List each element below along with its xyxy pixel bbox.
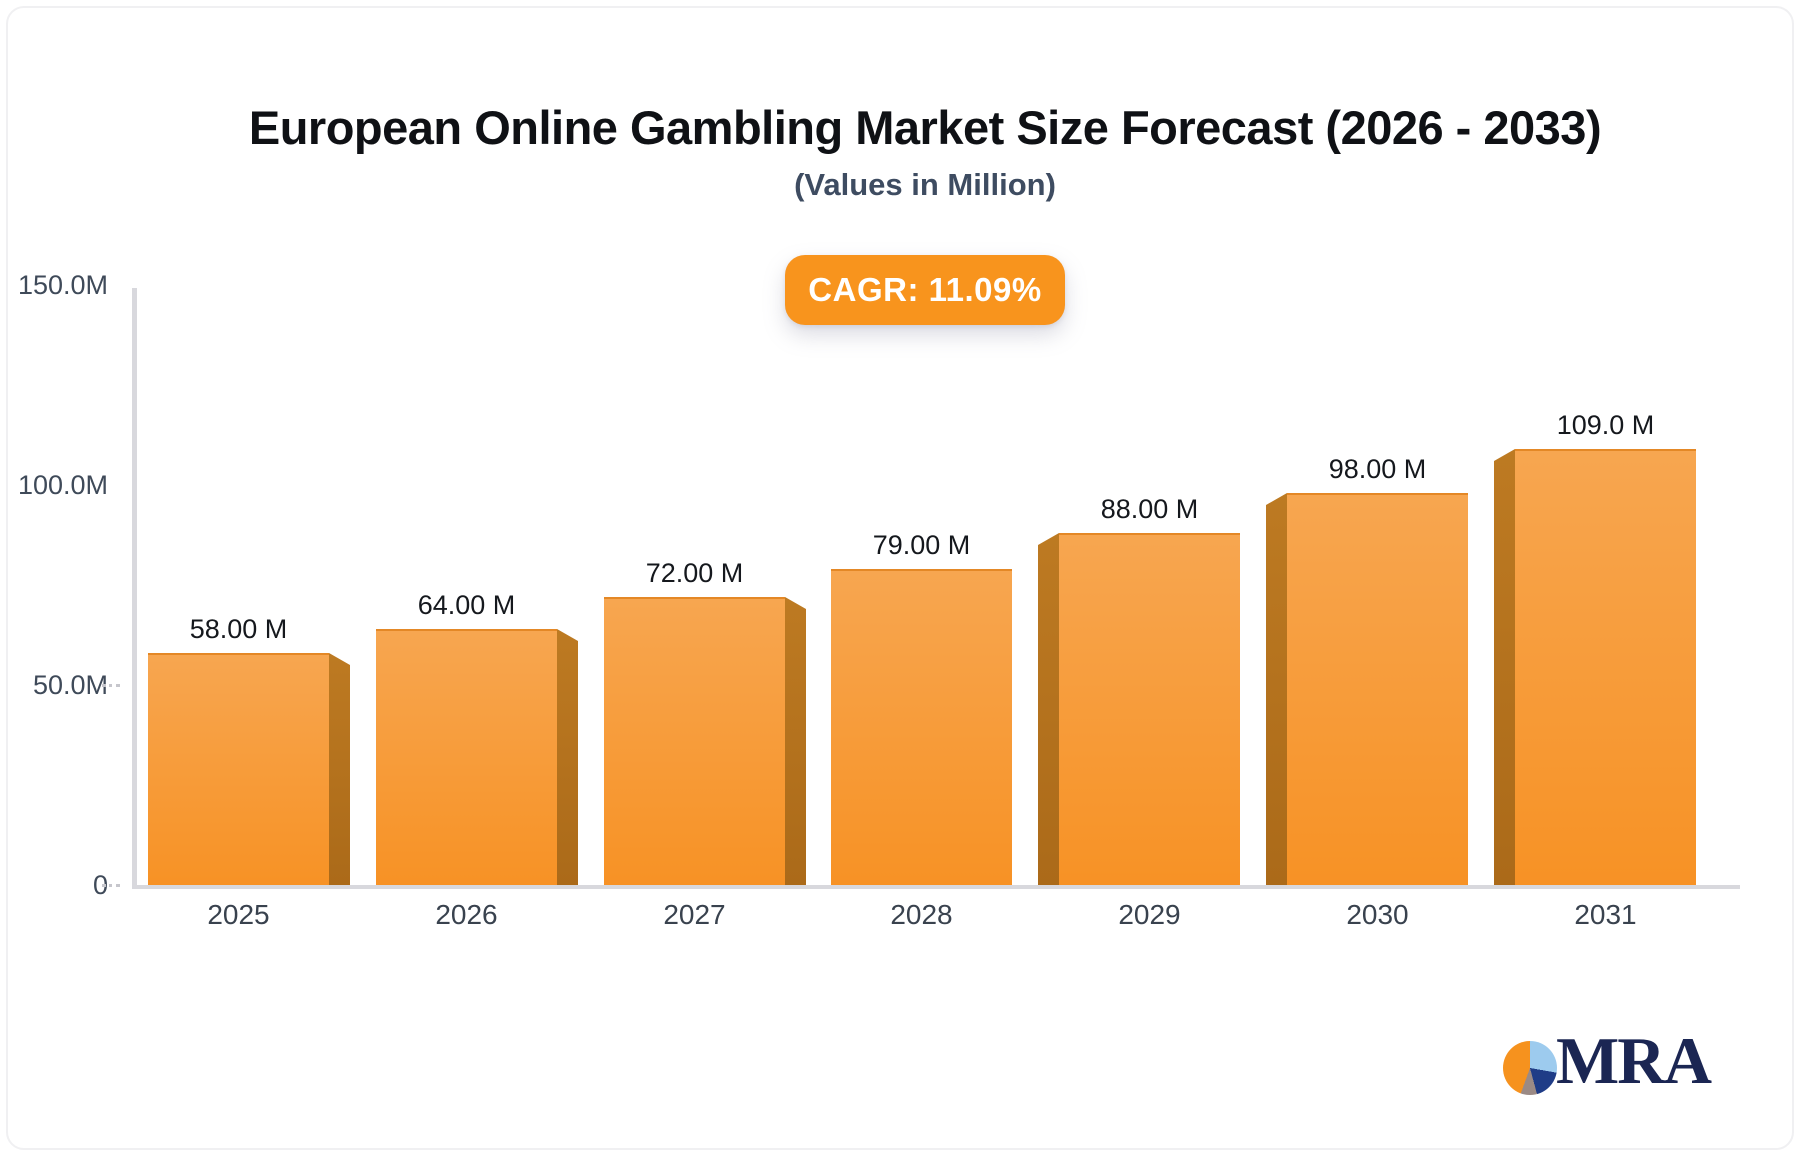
x-tick-label-2031: 2031 xyxy=(1574,899,1637,930)
bar-value-label: 64.00 M xyxy=(417,590,516,620)
bar-side-face xyxy=(1038,533,1059,885)
bar-value-label: 88.00 M xyxy=(1100,494,1199,524)
x-tick-label-2028: 2028 xyxy=(890,899,953,930)
y-tick-label: 100.0M xyxy=(17,470,108,500)
x-tick-label-2026: 2026 xyxy=(435,899,498,930)
x-axis xyxy=(132,885,1740,889)
bar-face-2026 xyxy=(376,629,557,885)
x-tick-label-2025: 2025 xyxy=(207,899,270,930)
bar-face-2029 xyxy=(1059,533,1240,885)
bar-value-label: 109.0 M xyxy=(1556,410,1655,440)
bar-side-face xyxy=(1494,449,1515,885)
pie-chart-logo-icon xyxy=(1503,1041,1557,1095)
bar-face-2031 xyxy=(1515,449,1696,885)
bar-side-face xyxy=(329,653,350,885)
cagr-badge-label: CAGR: 11.09% xyxy=(808,271,1042,308)
bar-value-label: 58.00 M xyxy=(189,614,288,644)
y-tick-dash xyxy=(102,884,120,887)
brand-name: MRA xyxy=(1556,1024,1712,1098)
y-tick-dash xyxy=(102,684,120,687)
bar-face-2028 xyxy=(831,569,1012,885)
bar-face-2025 xyxy=(148,653,329,885)
y-tick-label: 150.0M xyxy=(17,270,108,300)
bar-face-2027 xyxy=(604,597,785,885)
bar-value-label: 98.00 M xyxy=(1328,454,1427,484)
chart-title: European Online Gambling Market Size For… xyxy=(248,101,1602,154)
x-tick-label-2029: 2029 xyxy=(1118,899,1181,930)
y-tick-label: 50.0M xyxy=(32,670,108,700)
bar-side-face xyxy=(1266,493,1287,885)
bar-side-face xyxy=(557,629,578,885)
x-tick-label-2027: 2027 xyxy=(663,899,726,930)
x-tick-label-2030: 2030 xyxy=(1346,899,1409,930)
bar-side-face xyxy=(785,597,806,885)
y-axis xyxy=(132,288,137,889)
y-tick-label: 0 xyxy=(92,870,108,900)
cagr-badge: CAGR: 11.09% xyxy=(785,255,1065,325)
chart-subtitle: (Values in Million) xyxy=(794,167,1056,202)
bar-face-2030 xyxy=(1287,493,1468,885)
bar-value-label: 72.00 M xyxy=(645,558,744,588)
bar-value-label: 79.00 M xyxy=(872,530,971,560)
